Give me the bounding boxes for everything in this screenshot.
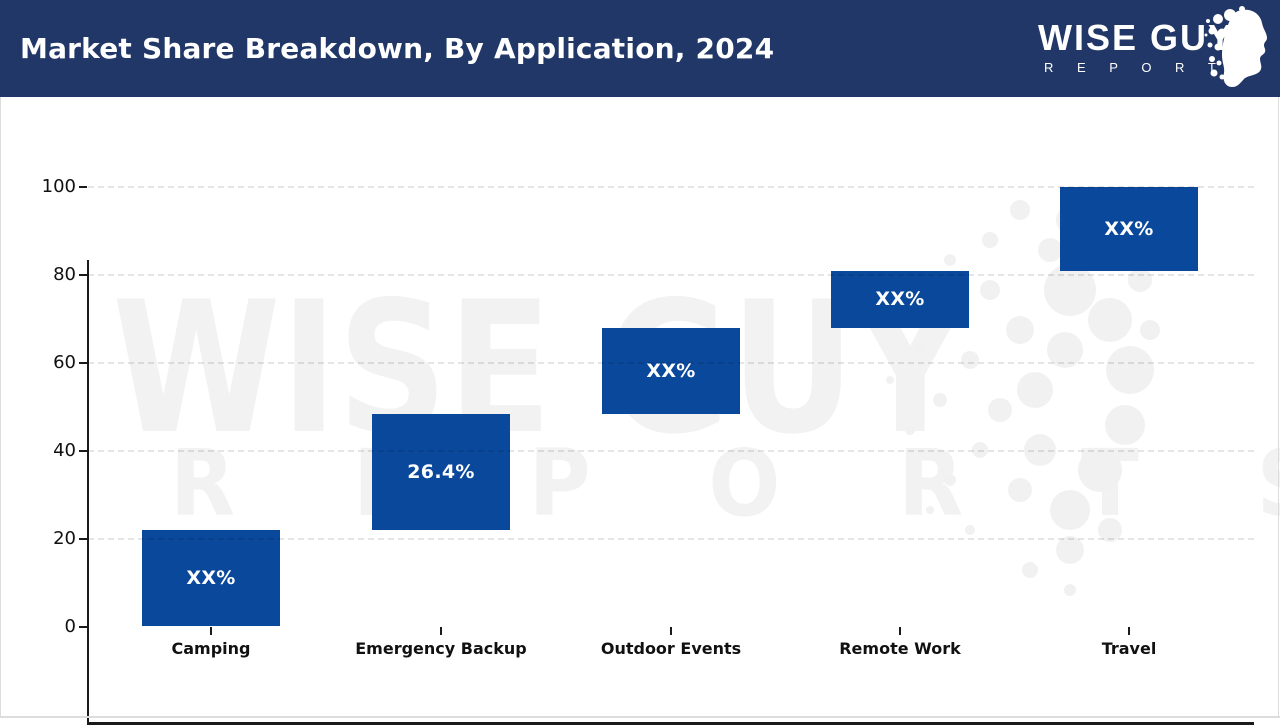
y-tick-mark-0 — [79, 625, 87, 628]
bar-camping: XX% — [142, 529, 280, 627]
frame-border-bottom — [0, 716, 1280, 718]
y-tick-label-20: 20 — [53, 527, 76, 549]
y-tick-mark-60 — [79, 361, 87, 364]
y-tick-label-100: 100 — [41, 175, 76, 197]
watermark-face-dots — [886, 200, 1160, 596]
frame-border-left — [0, 97, 1, 717]
y-tick-mark-100 — [79, 185, 87, 188]
y-tick-mark-40 — [79, 449, 87, 452]
bar-value-label: XX% — [875, 288, 925, 311]
x-tick-mark-5 — [1128, 627, 1130, 635]
logo-subtitle: R E P O R T S — [1044, 60, 1258, 75]
bar-remote-work: XX% — [831, 271, 969, 328]
y-tick-mark-80 — [79, 273, 87, 276]
bar-value-label: 26.4% — [407, 460, 475, 483]
frame-border-right — [1278, 97, 1279, 717]
bar-value-label: XX% — [186, 567, 236, 590]
gridline-40 — [88, 449, 1254, 452]
y-axis-line — [87, 260, 89, 724]
y-tick-label-0: 0 — [64, 615, 76, 637]
y-tick-mark-20 — [79, 537, 87, 540]
logo-wordmark: WISE GUY — [1038, 17, 1235, 58]
x-tick-mark-3 — [670, 627, 672, 635]
x-category-label-camping: Camping — [171, 639, 251, 658]
gridline-20 — [88, 537, 1254, 540]
x-category-label-travel: Travel — [1101, 639, 1157, 658]
bar-travel: XX% — [1060, 186, 1198, 272]
gridline-60 — [88, 361, 1254, 364]
bar-value-label: XX% — [646, 359, 696, 382]
x-category-label-emergency-backup: Emergency Backup — [355, 639, 527, 658]
logo-face-icon — [1204, 6, 1267, 87]
bar-emergency-backup: 26.4% — [372, 413, 510, 530]
x-tick-mark-1 — [210, 627, 212, 635]
gridline-80 — [88, 273, 1254, 276]
header-bar: Market Share Breakdown, By Application, … — [0, 0, 1280, 97]
gridline-100 — [88, 185, 1254, 188]
x-axis-line — [87, 722, 1254, 725]
x-category-label-remote-work: Remote Work — [839, 639, 961, 658]
y-tick-label-80: 80 — [53, 263, 76, 285]
page-title: Market Share Breakdown, By Application, … — [20, 32, 775, 65]
wise-guy-reports-logo: WISE GUY R E P O R T S — [1008, 0, 1268, 97]
x-category-label-outdoor-events: Outdoor Events — [600, 639, 742, 658]
y-tick-label-60: 60 — [53, 351, 76, 373]
y-tick-label-40: 40 — [53, 439, 76, 461]
plot-area: XX% 26.4% XX% XX% XX% 0 20 40 60 80 100 Camping Emer… — [0, 97, 1280, 725]
watermark-wordmark: WISE GUY — [112, 262, 966, 474]
bar-value-label: XX% — [1104, 218, 1154, 241]
x-tick-mark-4 — [899, 627, 901, 635]
x-tick-mark-2 — [440, 627, 442, 635]
bar-outdoor-events: XX% — [602, 327, 740, 414]
